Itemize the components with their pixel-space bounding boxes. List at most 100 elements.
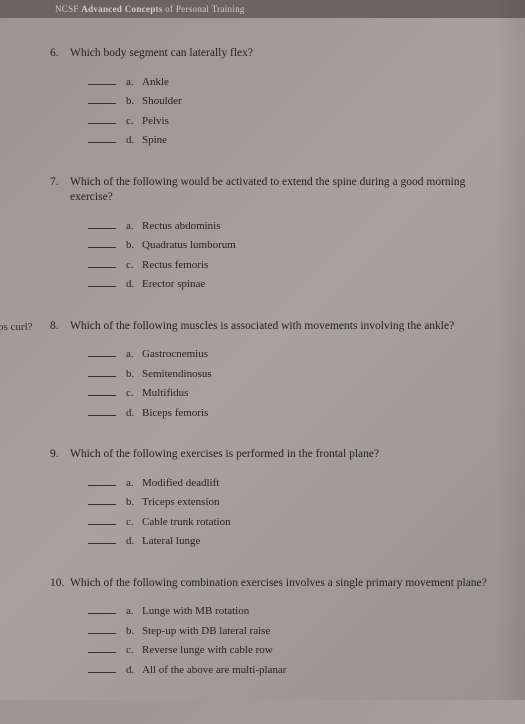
question-body: Which of the following would be activate… <box>70 175 505 206</box>
option-text: Step-up with DB lateral raise <box>142 623 270 640</box>
answer-blank[interactable] <box>88 75 116 85</box>
option-row: c.Pelvis <box>88 113 505 130</box>
answer-blank[interactable] <box>88 219 116 229</box>
answer-blank[interactable] <box>88 643 116 653</box>
option-row: a.Ankle <box>88 74 505 91</box>
option-text: Semitendinosus <box>142 366 212 383</box>
option-row: c.Cable trunk rotation <box>88 514 505 531</box>
option-text: Lateral lunge <box>142 533 200 550</box>
option-row: c.Rectus femoris <box>88 257 505 274</box>
question-number: 10. <box>50 576 70 592</box>
answer-blank[interactable] <box>88 367 116 377</box>
option-text: All of the above are multi-planar <box>142 662 286 679</box>
option-letter: c. <box>126 257 142 274</box>
margin-note: ps curl? <box>0 321 33 333</box>
option-text: Erector spinae <box>142 276 205 293</box>
option-row: c.Reverse lunge with cable row <box>88 642 505 659</box>
option-text: Rectus femoris <box>142 257 208 274</box>
option-row: d.Lateral lunge <box>88 533 505 550</box>
option-letter: c. <box>126 514 142 531</box>
answer-blank[interactable] <box>88 624 116 634</box>
question-text: 8.Which of the following muscles is asso… <box>50 319 505 335</box>
content-area: 6.Which body segment can laterally flex?… <box>0 18 525 724</box>
option-letter: b. <box>126 93 142 110</box>
option-text: Shoulder <box>142 93 182 110</box>
answer-blank[interactable] <box>88 277 116 287</box>
header-prefix: NCSF <box>55 4 81 14</box>
option-row: d.All of the above are multi-planar <box>88 662 505 679</box>
option-letter: d. <box>126 662 142 679</box>
options-list: a.Lunge with MB rotation b.Step-up with D… <box>88 603 505 678</box>
option-row: c.Multifidus <box>88 385 505 402</box>
question-block: 9.Which of the following exercises is pe… <box>50 447 505 550</box>
option-row: a.Lunge with MB rotation <box>88 603 505 620</box>
answer-blank[interactable] <box>88 495 116 505</box>
options-list: a.Rectus abdominisb.Quadratus lumborumc.… <box>88 218 505 293</box>
question-text: 9.Which of the following exercises is pe… <box>50 447 505 463</box>
option-row: b.Triceps extension <box>88 494 505 511</box>
option-letter: d. <box>126 533 142 550</box>
option-letter: a. <box>126 346 142 363</box>
option-text: Modified deadlift <box>142 475 219 492</box>
option-letter: a. <box>126 74 142 91</box>
option-row: a.Modified deadlift <box>88 475 505 492</box>
answer-blank[interactable] <box>88 406 116 416</box>
option-row: a.Gastrocnemius <box>88 346 505 363</box>
option-row: b.Step-up with DB lateral raise <box>88 623 505 640</box>
option-text: Spine <box>142 132 167 149</box>
header-bold: Advanced Concepts <box>81 4 162 14</box>
answer-blank[interactable] <box>88 604 116 614</box>
question-block: 7.Which of the following would be activa… <box>50 175 505 293</box>
answer-blank[interactable] <box>88 133 116 143</box>
page-shadow <box>495 0 525 700</box>
question-number: 7. <box>50 175 70 206</box>
question-number: 8. <box>50 319 70 335</box>
option-letter: c. <box>126 385 142 402</box>
option-text: Ankle <box>142 74 169 91</box>
page: NCSF Advanced Concepts of Personal Train… <box>0 0 525 700</box>
option-letter: b. <box>126 237 142 254</box>
question-text: 10.Which of the following combination ex… <box>50 576 505 592</box>
option-letter: d. <box>126 405 142 422</box>
answer-blank[interactable] <box>88 386 116 396</box>
option-text: Triceps extension <box>142 494 220 511</box>
option-letter: a. <box>126 603 142 620</box>
option-text: Multifidus <box>142 385 188 402</box>
question-body: Which body segment can laterally flex? <box>70 46 253 62</box>
answer-blank[interactable] <box>88 663 116 673</box>
option-letter: a. <box>126 475 142 492</box>
option-row: b.Quadratus lumborum <box>88 237 505 254</box>
options-list: a.Modified deadliftb.Triceps extensionc.… <box>88 475 505 550</box>
option-letter: b. <box>126 494 142 511</box>
option-row: b.Shoulder <box>88 93 505 110</box>
option-text: Biceps femoris <box>142 405 208 422</box>
option-letter: d. <box>126 132 142 149</box>
option-letter: d. <box>126 276 142 293</box>
options-list: a.Ankleb.Shoulderc.Pelvisd.Spine <box>88 74 505 149</box>
option-row: d.Biceps femoris <box>88 405 505 422</box>
answer-blank[interactable] <box>88 114 116 124</box>
answer-blank[interactable] <box>88 347 116 357</box>
answer-blank[interactable] <box>88 94 116 104</box>
question-body: Which of the following combination exerc… <box>70 576 487 592</box>
option-letter: c. <box>126 113 142 130</box>
option-text: Quadratus lumborum <box>142 237 236 254</box>
option-row: a.Rectus abdominis <box>88 218 505 235</box>
option-row: b.Semitendinosus <box>88 366 505 383</box>
answer-blank[interactable] <box>88 515 116 525</box>
option-row: d.Erector spinae <box>88 276 505 293</box>
option-text: Reverse lunge with cable row <box>142 642 273 659</box>
header-suffix: of Personal Training <box>163 4 245 14</box>
option-text: Cable trunk rotation <box>142 514 231 531</box>
answer-blank[interactable] <box>88 238 116 248</box>
question-number: 9. <box>50 447 70 463</box>
option-text: Rectus abdominis <box>142 218 221 235</box>
answer-blank[interactable] <box>88 258 116 268</box>
answer-blank[interactable] <box>88 534 116 544</box>
option-letter: b. <box>126 623 142 640</box>
option-letter: c. <box>126 642 142 659</box>
option-text: Gastrocnemius <box>142 346 208 363</box>
options-list: a.Gastrocnemius b.Semitendinosus c.Multifi… <box>88 346 505 421</box>
answer-blank[interactable] <box>88 476 116 486</box>
question-body: Which of the following muscles is associ… <box>70 319 454 335</box>
